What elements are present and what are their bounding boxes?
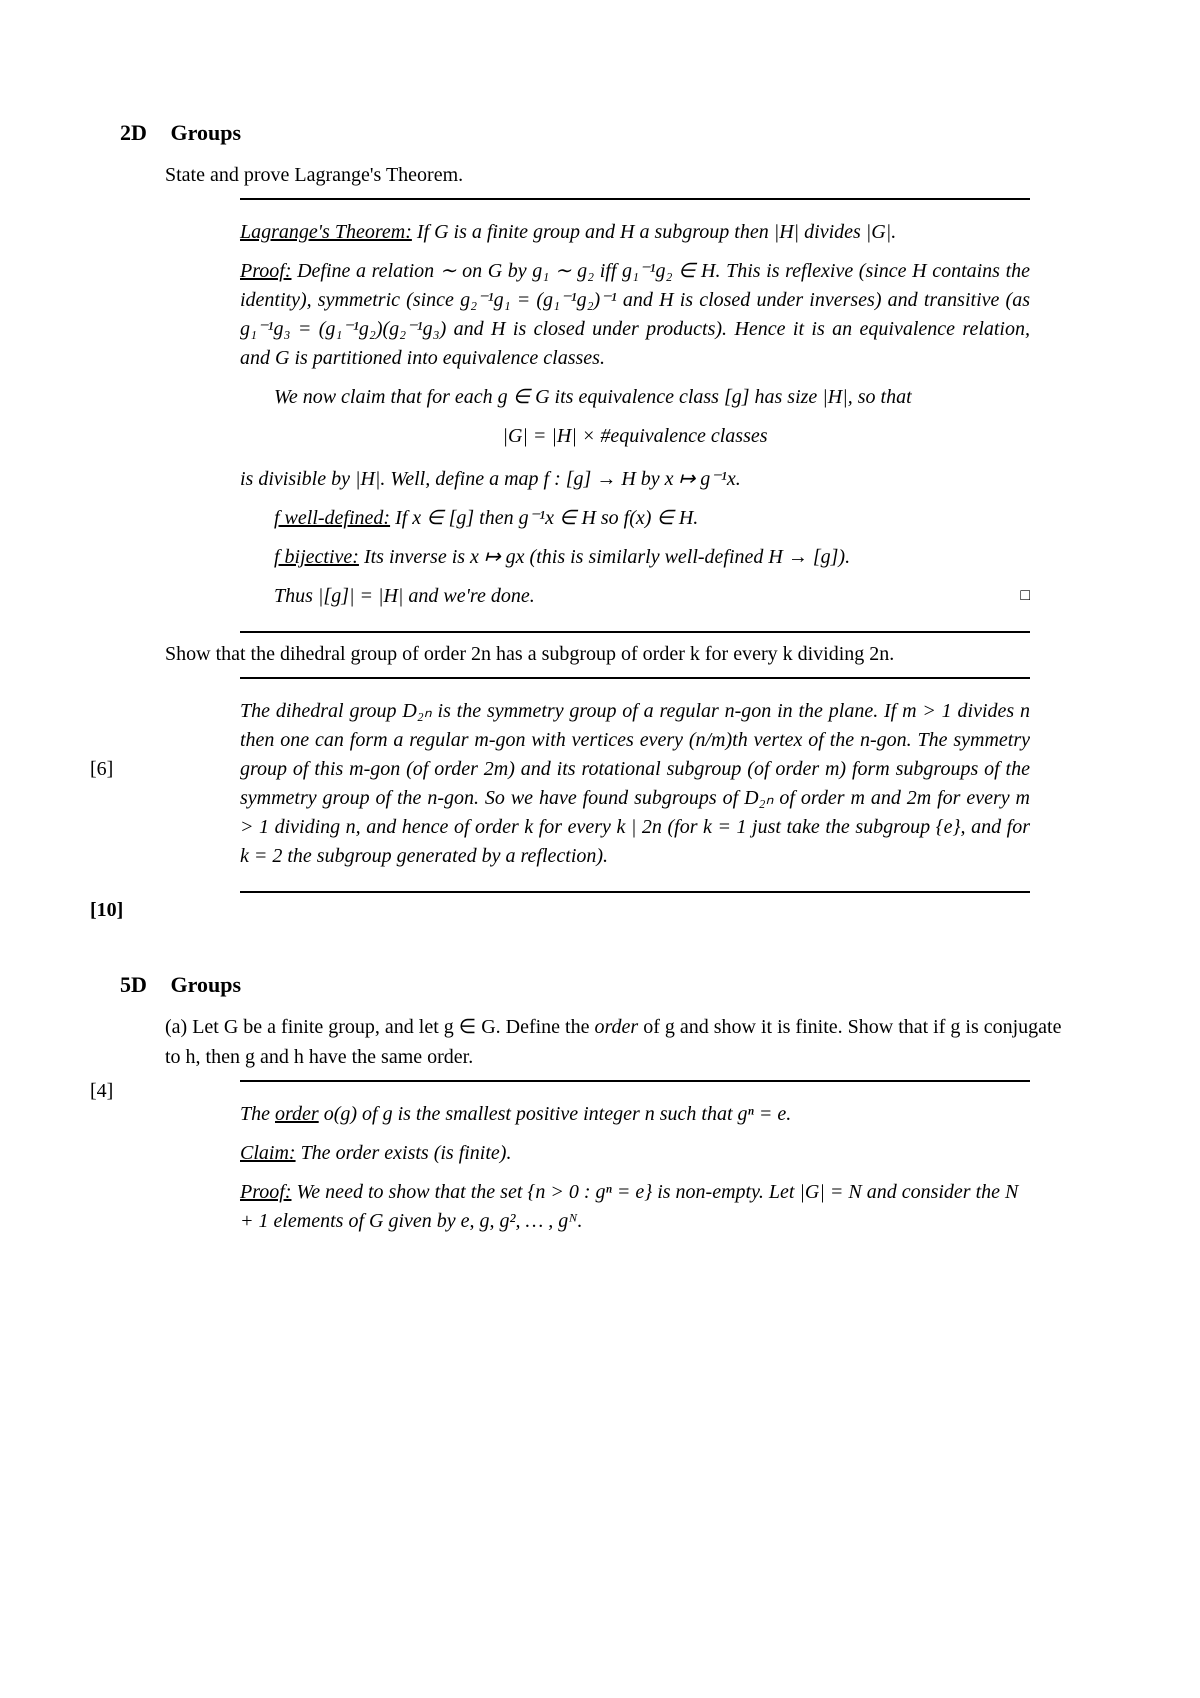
- score-2d-1: [6]: [90, 758, 113, 781]
- divider-icon: [240, 891, 1030, 893]
- welldef-text: If x ∈ [g] then g⁻¹x ∈ H so f(x) ∈ H.: [390, 507, 698, 529]
- claim-label: Claim:: [240, 1142, 296, 1164]
- bij-text: Its inverse is x ↦ gx (this is similarly…: [359, 546, 850, 568]
- theorem-text: If G is a finite group and H a subgroup …: [412, 221, 896, 243]
- q2d-header: 2D Groups: [120, 120, 1070, 146]
- divider-icon: [240, 677, 1030, 679]
- proof-p1: Define a relation ∼ on G by g₁ ∼ g₂ iff …: [240, 260, 1030, 369]
- proof-label-5d: Proof:: [240, 1181, 291, 1203]
- answer2-text: The dihedral group D₂ₙ is the symmetry g…: [240, 697, 1030, 871]
- proof-p3: is divisible by |H|. Well, define a map …: [240, 465, 1030, 494]
- qed-icon: □: [986, 584, 1030, 607]
- q5d-prompt-order: order: [595, 1016, 639, 1038]
- proof-p2: We now claim that for each g ∈ G its equ…: [240, 383, 1030, 412]
- q2d-prompt2: Show that the dihedral group of order 2n…: [165, 639, 1070, 669]
- q5d-prompt1: (a) Let G be a finite group, and let g ∈…: [165, 1012, 1070, 1072]
- q5d-title: Groups: [171, 972, 242, 997]
- proof-text-5d: We need to show that the set {n > 0 : gⁿ…: [240, 1181, 1018, 1232]
- divider-icon: [240, 198, 1030, 200]
- proof-label: Proof:: [240, 260, 291, 282]
- q5d-answer1: The order o(g) of g is the smallest posi…: [240, 1086, 1030, 1252]
- divider-icon: [240, 631, 1030, 633]
- q2d-prompt1: State and prove Lagrange's Theorem.: [165, 160, 1070, 190]
- claim-text: The order exists (is finite).: [296, 1142, 512, 1164]
- q2d-answer2: The dihedral group D₂ₙ is the symmetry g…: [240, 683, 1030, 887]
- order-def-a: The: [240, 1103, 275, 1125]
- proof-formula: |G| = |H| × #equivalence classes: [240, 422, 1030, 451]
- page: 2D Groups State and prove Lagrange's The…: [0, 0, 1200, 1698]
- q2d-title: Groups: [171, 120, 242, 145]
- q2d-answer1: Lagrange's Theorem: If G is a finite gro…: [240, 204, 1030, 627]
- q5d-number: 5D: [120, 972, 165, 998]
- score-2d-2: [4]: [90, 1080, 113, 1103]
- proof-end: Thus |[g]| = |H| and we're done.: [274, 585, 535, 607]
- score-2d-total: [10]: [90, 899, 1070, 922]
- theorem-label: Lagrange's Theorem:: [240, 221, 412, 243]
- order-label: order: [275, 1103, 319, 1125]
- welldef-label: f well-defined:: [274, 507, 390, 529]
- order-def-b: o(g) of g is the smallest positive integ…: [319, 1103, 792, 1125]
- q5d-prompt1a: (a) Let G be a finite group, and let g ∈…: [165, 1016, 595, 1038]
- bij-label: f bijective:: [274, 546, 359, 568]
- q5d-header: 5D Groups: [120, 972, 1070, 998]
- divider-icon: [240, 1080, 1030, 1082]
- q2d-number: 2D: [120, 120, 165, 146]
